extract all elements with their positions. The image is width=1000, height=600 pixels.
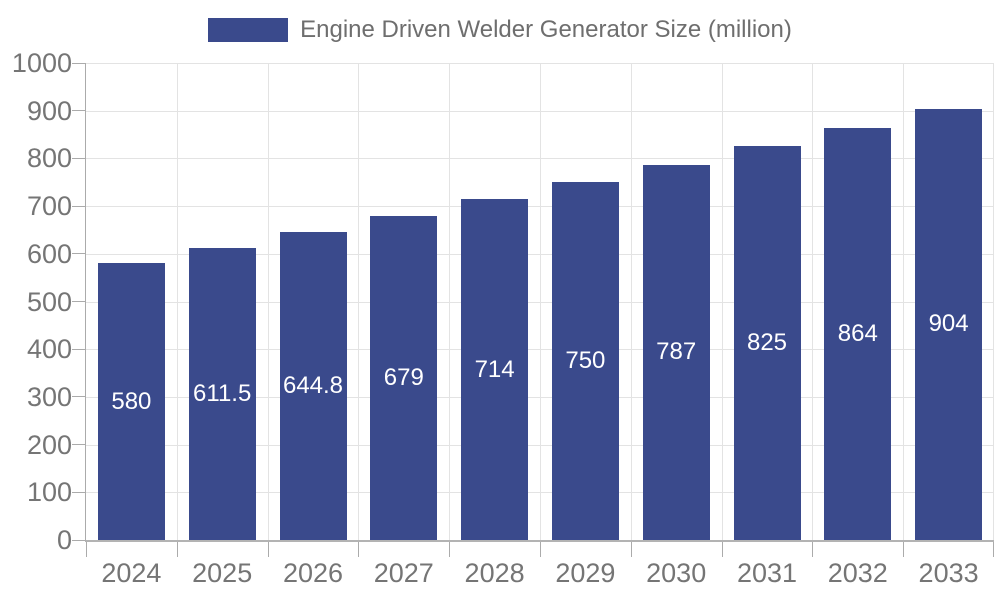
x-tick-label: 2026 [282,558,344,588]
x-axis-tick [540,542,541,557]
bar-value-label: 679 [383,364,424,392]
x-tick-label: 2025 [192,558,253,588]
y-axis-tick [72,444,85,446]
y-tick-label: 700 [26,191,72,222]
bar-value-label: 644.8 [282,372,344,400]
bar[interactable]: 825 [733,146,801,540]
vertical-gridline [540,63,541,540]
vertical-gridline [630,63,632,540]
y-tick-label: 200 [26,429,72,460]
x-axis-tick [449,542,451,557]
x-axis-tick [721,542,723,557]
x-tick-label: 2032 [827,558,888,588]
y-tick-label: 900 [26,95,72,126]
legend-swatch[interactable] [208,18,289,42]
x-axis-tick [86,542,87,557]
bar-value-label: 904 [928,310,969,338]
bar[interactable]: 864 [824,127,892,540]
x-axis-tick [812,542,814,557]
bar-value-label: 611.5 [193,380,252,408]
plot-area: 0 100 200 300 400 500 600 700 800 900 1000 580 2024 6… [12,48,994,588]
bar-value-label: 787 [656,338,697,366]
bar[interactable]: 714 [461,199,529,540]
x-tick-label: 2031 [736,558,798,588]
vertical-gridline [903,63,905,540]
x-axis-tick [358,542,360,557]
x-tick-label: 2029 [555,558,616,588]
y-tick-label: 100 [26,477,72,508]
bar[interactable]: 750 [551,182,619,540]
x-tick-label: 2028 [464,558,525,588]
y-axis-tick [72,396,85,398]
y-tick-label: 500 [26,286,72,317]
bar[interactable]: 580 [97,263,165,540]
vertical-gridline [267,63,269,540]
y-axis-tick [72,62,85,64]
x-axis-tick [903,542,905,557]
x-axis-tick [176,542,178,557]
vertical-gridline [176,63,178,540]
vertical-gridline [721,63,723,540]
bar-value-label: 714 [474,355,515,383]
legend-label[interactable]: Engine Driven Welder Generator Size (mil… [300,16,792,43]
x-tick-label: 2030 [646,558,707,588]
x-tick-label: 2027 [373,558,434,588]
y-tick-label: 400 [26,334,72,365]
y-tick-label: 300 [26,381,72,412]
x-axis-tick [267,542,269,557]
y-tick-label: 0 [56,525,72,555]
bar-value-label: 580 [111,387,152,415]
y-tick-label: 600 [26,238,72,269]
y-tick-label: 1000 [11,48,72,78]
x-axis-tick [630,542,632,557]
vertical-gridline [358,63,360,540]
legend[interactable]: Engine Driven Welder Generator Size (mil… [0,16,1000,44]
y-axis-tick [72,348,85,350]
x-tick-label: 2033 [918,558,979,588]
bar[interactable]: 644.8 [279,232,347,540]
vertical-gridline [449,63,451,540]
y-axis-tick [72,205,85,207]
bar-value-label: 825 [746,329,788,357]
bar-value-label: 864 [837,319,878,347]
x-axis-tick [993,542,994,557]
vertical-gridline [812,63,814,540]
x-tick-label: 2024 [101,558,162,588]
y-axis-tick [72,539,85,541]
vertical-gridline [993,63,994,540]
y-axis-tick [72,157,85,159]
y-axis-tick [72,491,85,493]
bar[interactable]: 904 [915,108,983,540]
bar[interactable]: 611.5 [188,248,256,540]
bar-value-label: 750 [565,347,606,375]
bar[interactable]: 787 [642,164,710,540]
y-axis-tick [72,110,85,112]
y-tick-label: 800 [26,143,72,174]
y-axis-tick [72,253,85,255]
bar[interactable]: 679 [370,216,438,540]
y-axis-tick [72,301,85,302]
